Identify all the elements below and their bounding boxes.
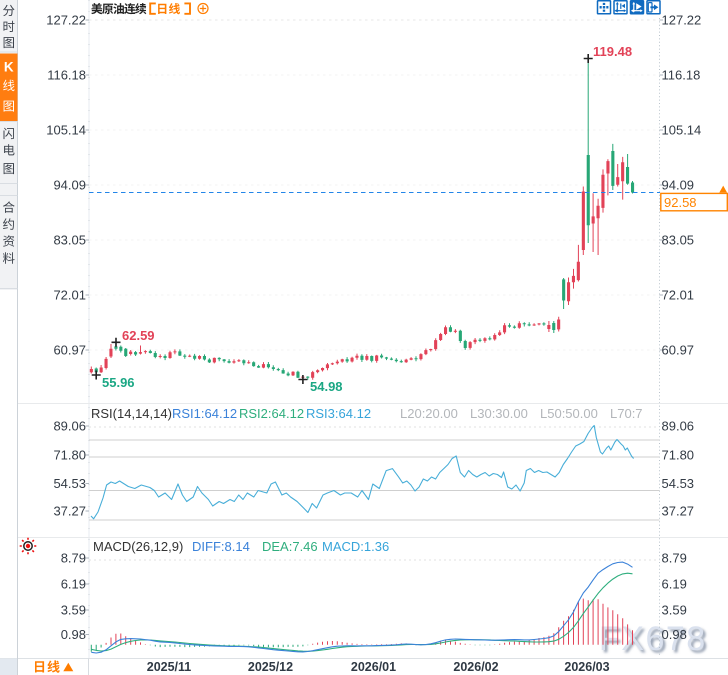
svg-text:105.14: 105.14 xyxy=(662,123,702,138)
svg-text:2026/02: 2026/02 xyxy=(453,660,498,674)
svg-text:RSI1:64.12: RSI1:64.12 xyxy=(172,406,237,421)
svg-text:2025/12: 2025/12 xyxy=(248,660,293,674)
svg-text:127.22: 127.22 xyxy=(662,13,702,28)
svg-text:6.19: 6.19 xyxy=(662,577,687,592)
svg-text:MACD(26,12,9): MACD(26,12,9) xyxy=(93,539,183,554)
svg-text:L20:20.00: L20:20.00 xyxy=(400,406,458,421)
svg-text:92.58: 92.58 xyxy=(664,195,697,210)
svg-text:MACD:1.36: MACD:1.36 xyxy=(322,539,389,554)
svg-text:8.79: 8.79 xyxy=(662,551,687,566)
svg-text:94.09: 94.09 xyxy=(53,178,86,193)
svg-text:54.53: 54.53 xyxy=(53,476,86,491)
svg-text:L50:50.00: L50:50.00 xyxy=(540,406,598,421)
svg-text:83.05: 83.05 xyxy=(662,233,695,248)
svg-text:8.79: 8.79 xyxy=(61,551,86,566)
svg-text:DIFF:8.14: DIFF:8.14 xyxy=(192,539,250,554)
svg-text:89.06: 89.06 xyxy=(662,419,695,434)
svg-text:DEA:7.46: DEA:7.46 xyxy=(262,539,318,554)
svg-text:94.09: 94.09 xyxy=(662,178,695,193)
svg-text:6.19: 6.19 xyxy=(61,577,86,592)
svg-text:62.59: 62.59 xyxy=(122,328,155,343)
svg-text:37.27: 37.27 xyxy=(53,504,86,519)
svg-text:89.06: 89.06 xyxy=(53,419,86,434)
svg-text:60.97: 60.97 xyxy=(662,343,695,358)
svg-text:0.98: 0.98 xyxy=(662,627,687,642)
svg-text:RSI(14,14,14): RSI(14,14,14) xyxy=(91,406,172,421)
svg-text:L70:7: L70:7 xyxy=(610,406,643,421)
svg-text:71.80: 71.80 xyxy=(53,448,86,463)
svg-text:116.18: 116.18 xyxy=(662,68,701,83)
svg-text:72.01: 72.01 xyxy=(662,288,695,303)
svg-text:2025/11: 2025/11 xyxy=(147,660,192,674)
svg-text:2026/01: 2026/01 xyxy=(351,660,396,674)
svg-text:119.48: 119.48 xyxy=(593,44,632,59)
svg-text:83.05: 83.05 xyxy=(53,233,86,248)
svg-text:127.22: 127.22 xyxy=(46,13,86,28)
svg-text:RSI3:64.12: RSI3:64.12 xyxy=(306,406,371,421)
svg-text:3.59: 3.59 xyxy=(61,603,86,618)
svg-text:116.18: 116.18 xyxy=(47,68,86,83)
svg-text:37.27: 37.27 xyxy=(662,504,695,519)
svg-text:K: K xyxy=(4,60,14,75)
svg-text:60.97: 60.97 xyxy=(53,343,86,358)
svg-text:FX678: FX678 xyxy=(599,620,707,658)
svg-text:L30:30.00: L30:30.00 xyxy=(470,406,528,421)
svg-text:0.98: 0.98 xyxy=(61,627,86,642)
svg-text:54.98: 54.98 xyxy=(310,379,343,394)
svg-text:2026/03: 2026/03 xyxy=(564,660,609,674)
svg-text:72.01: 72.01 xyxy=(53,288,86,303)
svg-text:54.53: 54.53 xyxy=(662,476,695,491)
svg-text:105.14: 105.14 xyxy=(46,123,86,138)
svg-text:55.96: 55.96 xyxy=(102,375,135,390)
svg-text:71.80: 71.80 xyxy=(662,448,695,463)
svg-text:RSI2:64.12: RSI2:64.12 xyxy=(239,406,304,421)
svg-text:3.59: 3.59 xyxy=(662,603,687,618)
